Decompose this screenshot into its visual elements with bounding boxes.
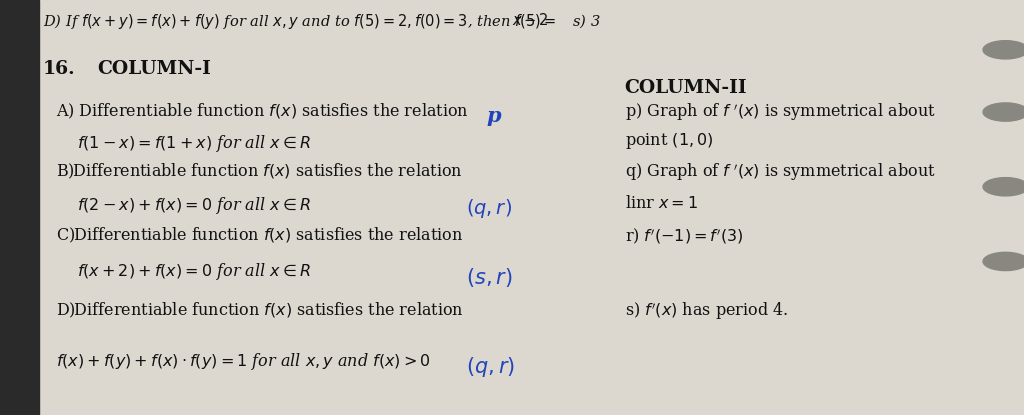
Text: $x-2$: $x-2$: [512, 12, 549, 29]
Text: r) $f'(-1) = f'(3)$: r) $f'(-1) = f'(3)$: [625, 226, 743, 246]
Text: COLUMN-II: COLUMN-II: [625, 79, 748, 97]
Text: $(q, r)$: $(q, r)$: [466, 197, 512, 220]
Text: point $(1, 0)$: point $(1, 0)$: [625, 131, 713, 151]
Text: $(s, r)$: $(s, r)$: [466, 266, 513, 288]
Text: $f(x+2) + f(x) = 0$ for all $x\in R$: $f(x+2) + f(x) = 0$ for all $x\in R$: [77, 261, 310, 283]
Circle shape: [983, 41, 1024, 59]
Text: p: p: [486, 106, 501, 126]
Text: B)Differentiable function $f(x)$ satisfies the relation: B)Differentiable function $f(x)$ satisfi…: [56, 162, 463, 181]
Bar: [0, 0, 39, 415]
Text: linr $x = 1$: linr $x = 1$: [625, 195, 697, 212]
Circle shape: [983, 252, 1024, 271]
Text: $f(1-x) = f(1+x)$ for all $x\in R$: $f(1-x) = f(1+x)$ for all $x\in R$: [77, 133, 310, 154]
Text: 16.: 16.: [43, 60, 76, 78]
Text: s) $f'(x)$ has period 4.: s) $f'(x)$ has period 4.: [625, 301, 787, 322]
Text: D) If $f(x+y)=f(x)+f(y)$ for all $x,y$ and to $f(5)=2, f(0)=3$, then $f(5)=$   s: D) If $f(x+y)=f(x)+f(y)$ for all $x,y$ a…: [43, 12, 601, 32]
Text: $(q, r)$: $(q, r)$: [466, 355, 515, 379]
Text: $f(2-x) + f(x) = 0$ for all $x\in R$: $f(2-x) + f(x) = 0$ for all $x\in R$: [77, 195, 310, 216]
Text: q) Graph of $f$ $'(x)$ is symmetrical about: q) Graph of $f$ $'(x)$ is symmetrical ab…: [625, 162, 935, 183]
Text: D)Differentiable function $f(x)$ satisfies the relation: D)Differentiable function $f(x)$ satisfi…: [56, 301, 464, 320]
Circle shape: [983, 178, 1024, 196]
Circle shape: [983, 103, 1024, 121]
Text: C)Differentiable function $f(x)$ satisfies the relation: C)Differentiable function $f(x)$ satisfi…: [56, 226, 464, 245]
Text: A) Differentiable function $f(x)$ satisfies the relation: A) Differentiable function $f(x)$ satisf…: [56, 102, 469, 121]
Text: $f(x) + f(y) + f(x)\cdot f(y) = 1$ for all $x, y$ and $f(x) > 0$: $f(x) + f(y) + f(x)\cdot f(y) = 1$ for a…: [56, 351, 431, 372]
Text: p) Graph of $f$ $'(x)$ is symmetrical about: p) Graph of $f$ $'(x)$ is symmetrical ab…: [625, 102, 935, 123]
Text: COLUMN-I: COLUMN-I: [97, 60, 211, 78]
